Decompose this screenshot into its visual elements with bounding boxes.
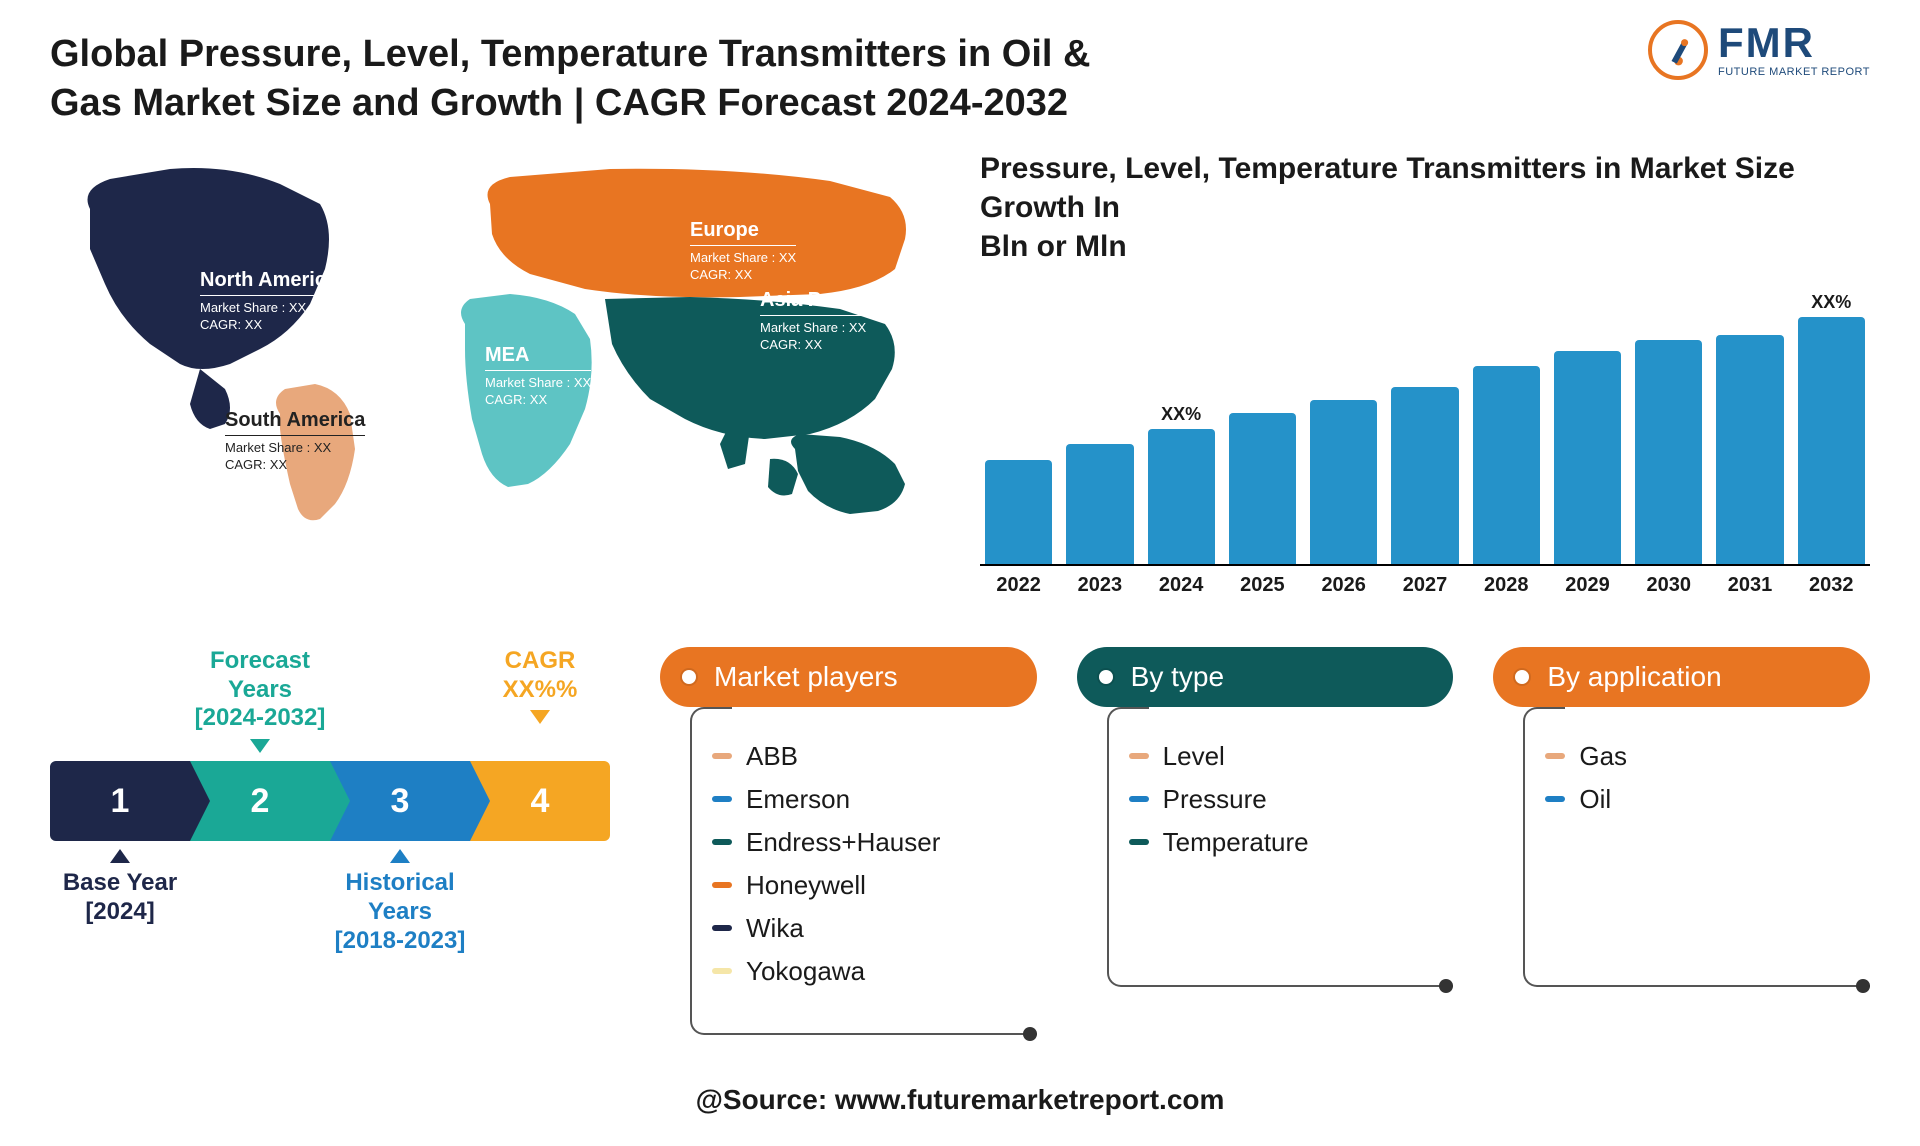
logo-abbr: FMR [1718,22,1870,64]
item-label: Oil [1579,784,1611,815]
year-label: 2023 [1066,574,1133,597]
bar-2023 [1066,444,1133,564]
category-pill: By application [1493,647,1870,707]
year-label: 2032 [1798,574,1865,597]
bar-2024: XX% [1148,429,1215,564]
source-attribution: @Source: www.futuremarketreport.com [696,1084,1225,1116]
category-pill: By type [1077,647,1454,707]
year-label: 2029 [1554,574,1621,597]
bullet-icon [1129,796,1149,802]
bullet-icon [712,925,732,931]
bullet-icon [1129,753,1149,759]
category-pill: Market players [660,647,1037,707]
page-title: Global Pressure, Level, Temperature Tran… [50,30,1150,129]
list-item: Wika [712,907,1037,950]
item-label: ABB [746,741,798,772]
timeline-seg-4: 4 [470,761,610,841]
region-na: North AmericaMarket Share : XXCAGR: XX [200,269,337,334]
bullet-icon [1545,796,1565,802]
year-label: 2031 [1716,574,1783,597]
list-item: Yokogawa [712,950,1037,993]
region-eu: EuropeMarket Share : XXCAGR: XX [690,219,796,284]
list-item: Oil [1545,778,1870,821]
item-label: Pressure [1163,784,1267,815]
region-mea: MEAMarket Share : XXCAGR: XX [485,344,591,409]
category-application: By application Gas Oil [1493,647,1870,1035]
bar-2022 [985,460,1052,564]
base-year-label: Base Year[2024] [50,849,190,955]
logo: FMR FUTURE MARKET REPORT [1648,20,1870,80]
item-label: Gas [1579,741,1627,772]
bar-2027 [1391,387,1458,564]
list-item: Honeywell [712,864,1037,907]
category-players: Market players ABB Emerson Endress+Hauser Ho… [660,647,1037,1035]
year-label: 2022 [985,574,1052,597]
world-map: North AmericaMarket Share : XXCAGR: XX So… [50,149,950,529]
list-item: Temperature [1129,821,1454,864]
bullet-icon [1545,753,1565,759]
item-label: Honeywell [746,870,866,901]
list-item: Emerson [712,778,1037,821]
chart-title: Pressure, Level, Temperature Transmitter… [980,149,1870,266]
cagr-label: CAGRXX%% [470,647,610,753]
bar-2030 [1635,340,1702,564]
category-list: Level Pressure Temperature [1107,727,1454,987]
historical-label: Historical Years[2018-2023] [330,849,470,955]
timeline-seg-1: 1 [50,761,190,841]
item-label: Yokogawa [746,956,865,987]
category-list: ABB Emerson Endress+Hauser Honeywell Wika Yok… [690,727,1037,1035]
list-item: ABB [712,735,1037,778]
bar-2025 [1229,413,1296,564]
item-label: Endress+Hauser [746,827,940,858]
logo-tagline: FUTURE MARKET REPORT [1718,66,1870,78]
telescope-icon [1648,20,1708,80]
bullet-icon [712,796,732,802]
bar-2028 [1473,366,1540,564]
bar-2026 [1310,400,1377,564]
item-label: Emerson [746,784,850,815]
bullet-icon [712,968,732,974]
year-label: 2027 [1391,574,1458,597]
year-label: 2024 [1148,574,1215,597]
forecast-label: Forecast Years[2024-2032] [190,647,330,753]
bullet-icon [712,839,732,845]
list-item: Level [1129,735,1454,778]
bullet-icon [1129,839,1149,845]
bar-chart: Pressure, Level, Temperature Transmitter… [980,149,1870,597]
bar-2031 [1716,335,1783,564]
bar-2029 [1554,351,1621,564]
bar-2032: XX% [1798,317,1865,564]
list-item: Pressure [1129,778,1454,821]
region-ap: Asia PacificMarket Share : XXCAGR: XX [760,289,872,354]
timeline-seg-3: 3 [330,761,470,841]
year-label: 2025 [1229,574,1296,597]
timeline: Forecast Years[2024-2032] CAGRXX%% 1234 … [50,647,610,1035]
timeline-seg-2: 2 [190,761,330,841]
item-label: Temperature [1163,827,1309,858]
category-type: By type Level Pressure Temperature [1077,647,1454,1035]
year-label: 2026 [1310,574,1377,597]
bullet-icon [712,753,732,759]
item-label: Wika [746,913,804,944]
year-label: 2028 [1473,574,1540,597]
region-sa: South AmericaMarket Share : XXCAGR: XX [225,409,365,474]
list-item: Endress+Hauser [712,821,1037,864]
item-label: Level [1163,741,1225,772]
year-label: 2030 [1635,574,1702,597]
category-list: Gas Oil [1523,727,1870,987]
bullet-icon [712,882,732,888]
list-item: Gas [1545,735,1870,778]
